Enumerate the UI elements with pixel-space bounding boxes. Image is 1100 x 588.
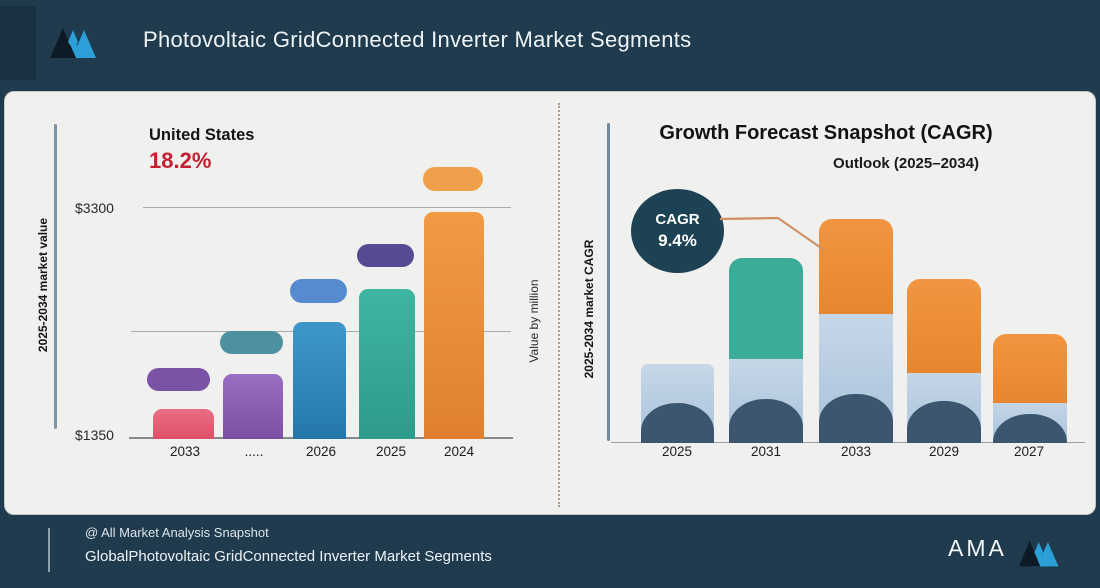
panel-divider bbox=[558, 103, 560, 507]
right-bar-2031 bbox=[729, 258, 803, 443]
right-bar-2027 bbox=[993, 334, 1067, 443]
left-xlabel-2033: 2033 bbox=[169, 444, 201, 459]
right-bar-navy-segment bbox=[729, 399, 803, 443]
right-chart-title: Growth Forecast Snapshot (CAGR) bbox=[659, 122, 993, 144]
right-bar-top-segment bbox=[729, 258, 803, 359]
right-bar-navy-segment bbox=[641, 403, 714, 443]
right-xlabel-2031: 2031 bbox=[750, 444, 782, 459]
left-ytick-top: $3300 bbox=[75, 200, 114, 216]
badge-connector-line bbox=[719, 216, 825, 251]
footer-separator bbox=[48, 528, 50, 572]
left-chart-highlight-value: 18.2% bbox=[149, 148, 212, 173]
footer: @ All Market Analysis Snapshot GlobalPho… bbox=[0, 515, 1100, 588]
ama-logo-icon bbox=[50, 28, 96, 58]
cagr-badge-label: CAGR bbox=[655, 211, 700, 228]
right-bar-top-segment bbox=[819, 219, 893, 314]
right-y-axis bbox=[607, 123, 610, 441]
header: Photovoltaic GridConnected Inverter Mark… bbox=[0, 0, 1100, 92]
content-panel: United States 18.2% 2025-2034 market val… bbox=[4, 91, 1096, 515]
left-bar-cap-2024 bbox=[423, 167, 483, 191]
left-plot bbox=[129, 161, 513, 439]
cagr-badge-value: 9.4% bbox=[658, 230, 697, 250]
left-chart-title: United States bbox=[149, 126, 255, 144]
right-bar-2025 bbox=[641, 364, 714, 443]
left-bar-2033 bbox=[153, 409, 214, 439]
left-y-axis bbox=[54, 124, 57, 429]
left-bar-cap-2025 bbox=[357, 244, 414, 267]
footer-snapshot-text: @ All Market Analysis Snapshot bbox=[85, 525, 269, 540]
left-ytick-bottom: $1350 bbox=[75, 427, 114, 443]
header-corner-accent bbox=[0, 6, 36, 80]
left-bar-2024 bbox=[424, 212, 484, 439]
right-bar-top-segment bbox=[907, 279, 981, 373]
right-xlabel-2025: 2025 bbox=[661, 444, 693, 459]
left-xlabel-.....: ..... bbox=[244, 444, 264, 459]
right-bar-navy-segment bbox=[907, 401, 981, 443]
right-xlabel-2033: 2033 bbox=[840, 444, 872, 459]
left-bar-2026 bbox=[293, 322, 346, 439]
left-bar-2025 bbox=[359, 289, 415, 439]
left-y-axis-label: 2025-2034 market value bbox=[36, 217, 50, 353]
right-bar-top-segment bbox=[993, 334, 1067, 403]
left-bar-cap-2026 bbox=[290, 279, 347, 303]
left-bar-..... bbox=[223, 374, 283, 439]
right-bar-navy-segment bbox=[819, 394, 893, 443]
footer-report-title: GlobalPhotovoltaic GridConnected Inverte… bbox=[85, 548, 492, 565]
divider-label: Value by million bbox=[527, 279, 541, 363]
footer-brand-text: AMA bbox=[948, 535, 1007, 561]
footer-ama-logo-icon bbox=[1019, 540, 1059, 567]
right-y-axis-label: 2025-2034 market CAGR bbox=[582, 239, 596, 379]
right-chart-subtitle: Outlook (2025–2034) bbox=[833, 155, 979, 172]
left-xlabel-2025: 2025 bbox=[375, 444, 407, 459]
left-xlabel-2026: 2026 bbox=[305, 444, 337, 459]
left-xlabel-2024: 2024 bbox=[443, 444, 475, 459]
right-xlabel-2027: 2027 bbox=[1013, 444, 1045, 459]
right-plot bbox=[609, 201, 1089, 443]
right-bar-2029 bbox=[907, 279, 981, 443]
left-bar-cap-..... bbox=[220, 331, 283, 354]
gridline-3300 bbox=[143, 207, 511, 208]
right-bar-2033 bbox=[819, 219, 893, 443]
cagr-badge: CAGR 9.4% bbox=[631, 189, 724, 273]
page-title: Photovoltaic GridConnected Inverter Mark… bbox=[143, 27, 692, 52]
left-bar-cap-2033 bbox=[147, 368, 210, 391]
right-xlabel-2029: 2029 bbox=[928, 444, 960, 459]
